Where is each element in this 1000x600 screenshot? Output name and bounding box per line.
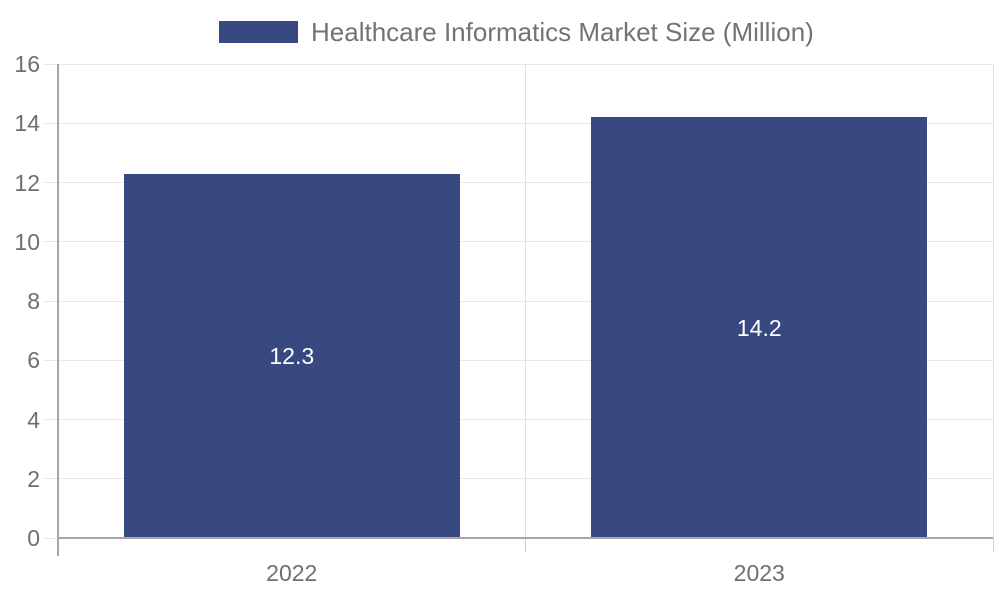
y-axis-tick-label: 10: [14, 228, 40, 255]
y-axis-tick-label: 12: [14, 169, 40, 196]
y-gridline: [44, 419, 993, 420]
y-axis-tick-label: 6: [27, 347, 40, 374]
legend[interactable]: Healthcare Informatics Market Size (Mill…: [219, 18, 814, 46]
category-boundary-gridline: [525, 64, 526, 538]
category-boundary-gridline: [992, 64, 994, 538]
y-axis-tick-label: 0: [27, 525, 40, 551]
y-gridline: [44, 241, 993, 243]
y-axis-tick-label: 14: [14, 110, 40, 137]
y-axis-tick-label: 4: [27, 406, 40, 433]
y-gridline: [44, 478, 993, 480]
x-axis-tick: [525, 538, 526, 552]
legend-label: Healthcare Informatics Market Size (Mill…: [311, 17, 814, 47]
x-axis-line: [57, 537, 993, 539]
bar-2023[interactable]: [591, 117, 928, 538]
y-gridline: [44, 300, 993, 302]
y-gridline: [44, 122, 993, 124]
x-axis-category-label: 2023: [733, 560, 785, 586]
y-axis-tick-label: 8: [27, 288, 40, 314]
bar-2022[interactable]: [123, 173, 460, 538]
y-gridline: [44, 359, 993, 361]
legend-swatch: [219, 21, 298, 43]
y-axis-line: [57, 64, 59, 556]
y-axis-tick-label: 2: [27, 465, 40, 492]
x-axis-category-label: 2022: [266, 560, 318, 586]
y-gridline: [44, 182, 993, 183]
y-gridline: [44, 63, 993, 65]
y-axis-tick-label: 16: [14, 51, 40, 77]
x-axis-tick: [992, 538, 994, 552]
